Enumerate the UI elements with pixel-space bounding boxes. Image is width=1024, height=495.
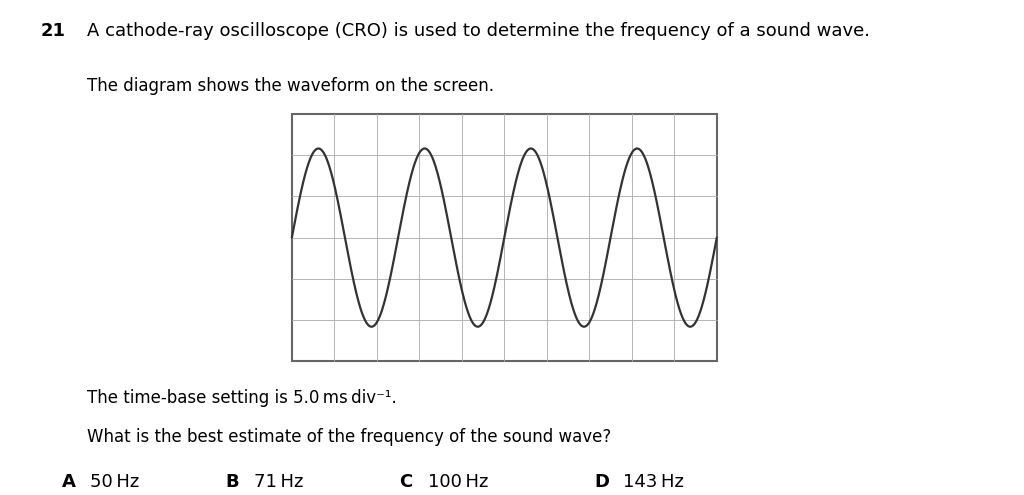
Text: The time-base setting is 5.0 ms div⁻¹.: The time-base setting is 5.0 ms div⁻¹. xyxy=(87,389,396,406)
Text: 50 Hz: 50 Hz xyxy=(90,473,139,491)
Text: D: D xyxy=(594,473,609,491)
Text: What is the best estimate of the frequency of the sound wave?: What is the best estimate of the frequen… xyxy=(87,428,611,446)
Text: 100 Hz: 100 Hz xyxy=(428,473,488,491)
Text: 143 Hz: 143 Hz xyxy=(623,473,683,491)
Text: A: A xyxy=(61,473,76,491)
Bar xyxy=(292,114,717,361)
Text: The diagram shows the waveform on the screen.: The diagram shows the waveform on the sc… xyxy=(87,77,494,95)
Text: B: B xyxy=(225,473,239,491)
Text: 21: 21 xyxy=(41,22,66,40)
Text: 71 Hz: 71 Hz xyxy=(254,473,303,491)
Text: A cathode-ray oscilloscope (CRO) is used to determine the frequency of a sound w: A cathode-ray oscilloscope (CRO) is used… xyxy=(87,22,870,40)
Text: C: C xyxy=(399,473,413,491)
